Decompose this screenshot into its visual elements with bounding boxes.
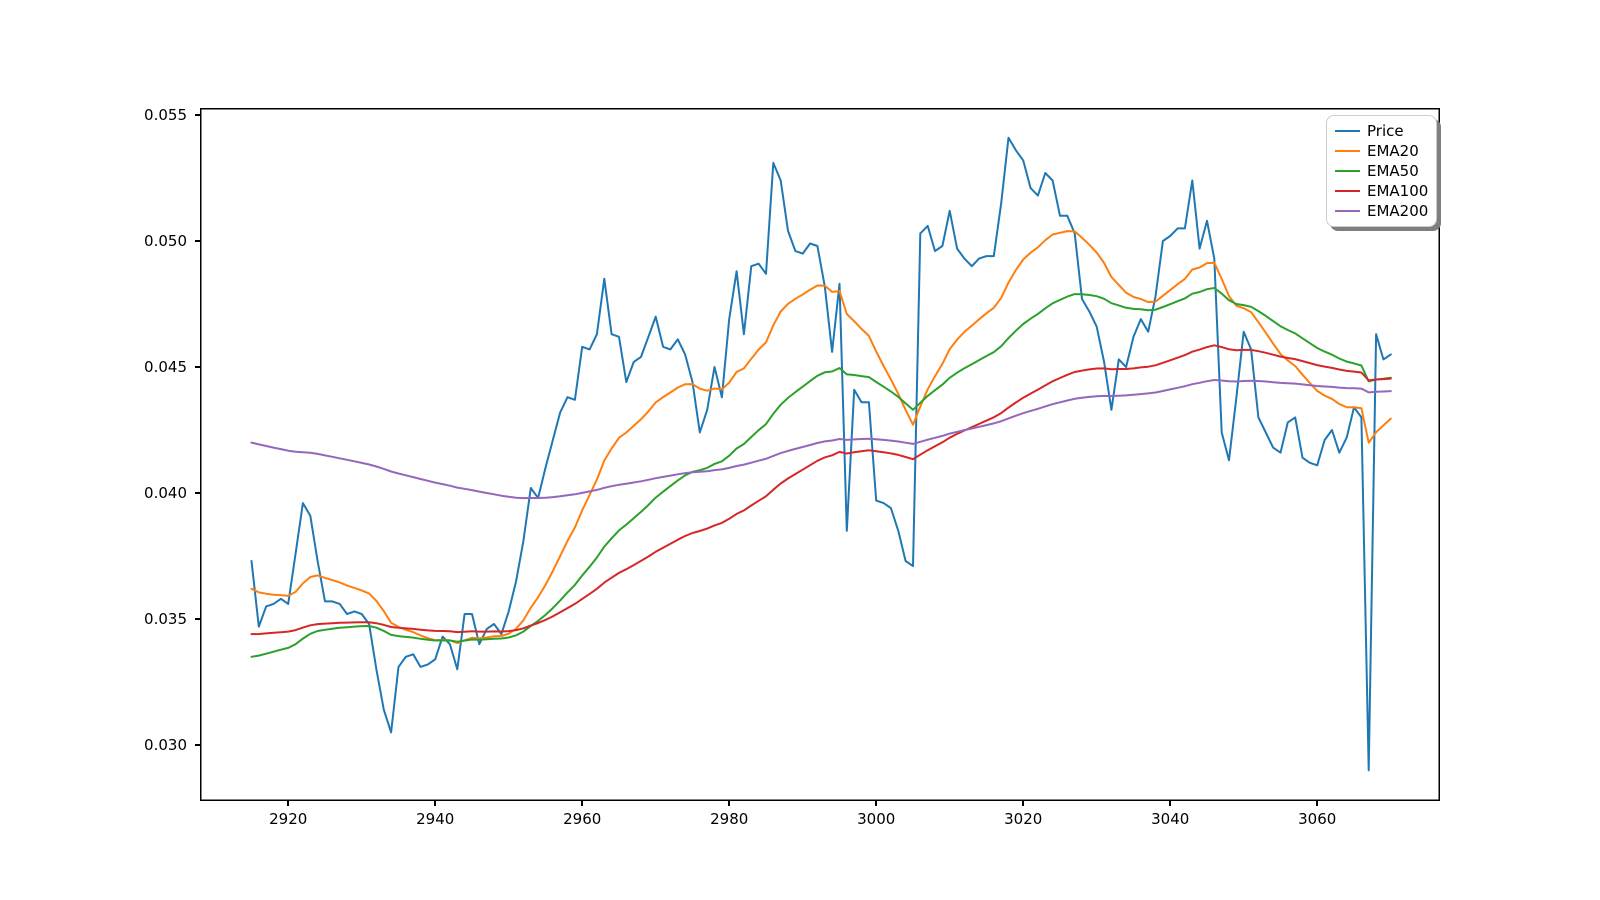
x-tick-label: 3020 <box>1004 810 1043 828</box>
price-line <box>250 136 1392 772</box>
ema200-line-swatch <box>1335 210 1360 212</box>
y-tick-label: 0.055 <box>144 106 187 124</box>
legend-label-ema50: EMA50 <box>1367 162 1419 180</box>
x-tick-label: 2940 <box>416 810 455 828</box>
ema50-line-swatch <box>1335 170 1360 172</box>
y-tick-label: 0.050 <box>144 232 187 250</box>
legend-label-ema100: EMA100 <box>1367 182 1429 200</box>
x-tick-mark <box>875 801 877 806</box>
ema100-line <box>250 344 1392 636</box>
legend-entry-ema100: EMA100 <box>1335 181 1428 201</box>
x-tick-mark <box>434 801 436 806</box>
y-tick-mark <box>195 618 200 620</box>
ema20-line-swatch <box>1335 150 1360 152</box>
x-tick-mark <box>1316 801 1318 806</box>
x-tick-mark <box>581 801 583 806</box>
x-tick-mark <box>1022 801 1024 806</box>
plot-area <box>200 108 1440 801</box>
y-tick-mark <box>195 366 200 368</box>
ema100-line-swatch <box>1335 190 1360 192</box>
legend-entry-price: Price <box>1335 121 1428 141</box>
x-tick-label: 2980 <box>710 810 749 828</box>
legend-entry-ema20: EMA20 <box>1335 141 1428 161</box>
y-tick-mark <box>195 492 200 494</box>
legend-label-ema20: EMA20 <box>1367 142 1419 160</box>
legend-label-price: Price <box>1367 122 1404 140</box>
x-tick-label: 3060 <box>1298 810 1337 828</box>
y-tick-mark <box>195 114 200 116</box>
x-tick-mark <box>287 801 289 806</box>
y-tick-label: 0.035 <box>144 610 187 628</box>
y-tick-mark <box>195 240 200 242</box>
x-tick-label: 2920 <box>269 810 308 828</box>
x-tick-label: 3000 <box>857 810 896 828</box>
x-tick-mark <box>1169 801 1171 806</box>
y-tick-label: 0.030 <box>144 736 187 754</box>
price-line-swatch <box>1335 130 1360 132</box>
axes-spines <box>200 108 1440 801</box>
x-tick-label: 2960 <box>563 810 602 828</box>
x-tick-mark <box>728 801 730 806</box>
legend-entry-ema50: EMA50 <box>1335 161 1428 181</box>
y-tick-mark <box>195 744 200 746</box>
x-tick-label: 3040 <box>1151 810 1190 828</box>
legend-entry-ema200: EMA200 <box>1335 201 1428 221</box>
y-tick-label: 0.040 <box>144 484 187 502</box>
ema200-line <box>250 379 1392 500</box>
ema50-line <box>250 287 1392 658</box>
legend-label-ema200: EMA200 <box>1367 202 1429 220</box>
y-tick-label: 0.045 <box>144 358 187 376</box>
legend: Price EMA20 EMA50 EMA100 EMA200 <box>1326 115 1437 227</box>
chart-lines <box>250 136 1392 772</box>
